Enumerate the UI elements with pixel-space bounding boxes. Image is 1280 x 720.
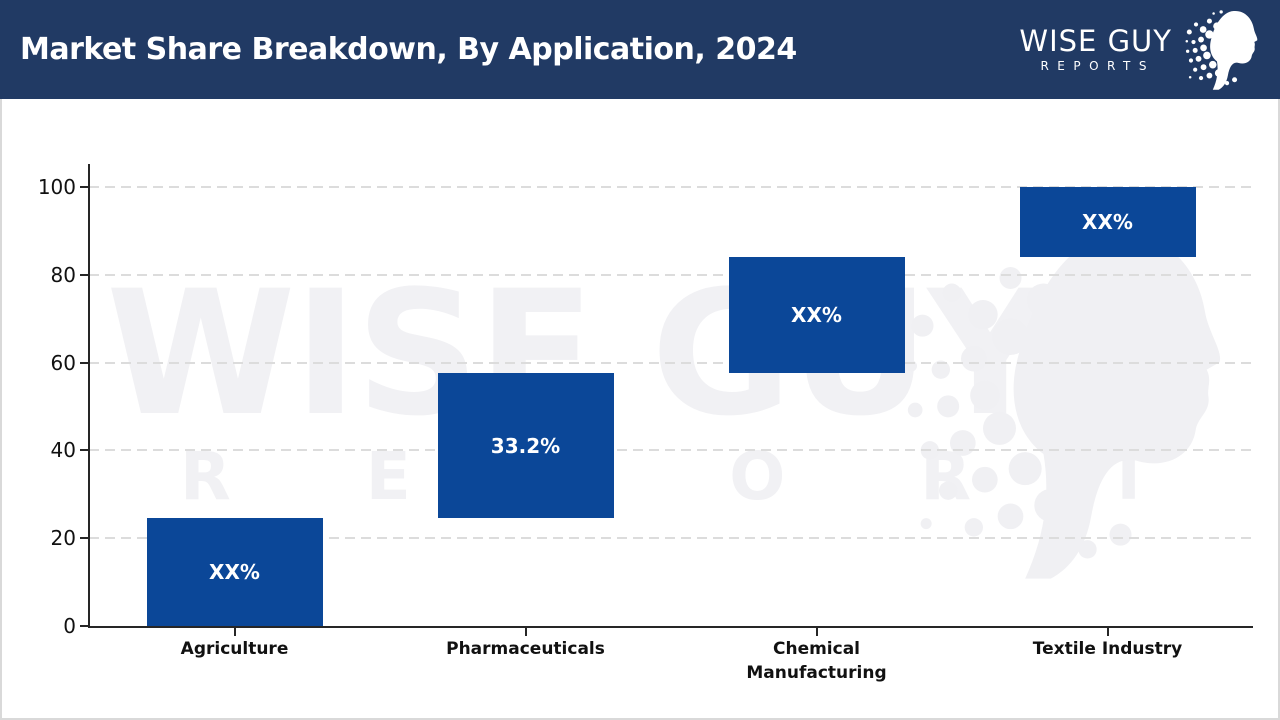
bar-value-label: XX% [791,302,842,327]
x-category-label: Agriculture [180,639,289,659]
header-bar: Market Share Breakdown, By Application, … [0,0,1280,99]
gridline-20 [89,537,1253,540]
y-tick-label: 20 [50,526,76,551]
bar: 33.2% [437,372,614,519]
wise-guy-reports-logo: WISE GUY REPORTS [1019,6,1270,94]
y-tick [80,361,88,364]
y-tick-label: 100 [37,175,76,199]
x-category-label: Pharmaceuticals [446,639,605,659]
chart-title: Market Share Breakdown, By Application, … [20,32,797,67]
gridline-60 [89,361,1253,364]
y-tick-label: 80 [50,262,76,287]
x-tick [815,628,818,636]
gridline-100 [89,186,1253,188]
bar: XX% [146,518,323,626]
face-profile-dots-icon [1185,9,1258,90]
x-tick [1106,628,1109,636]
bar-value-label: XX% [1082,210,1133,235]
logo-text: WISE GUY REPORTS [1019,24,1172,73]
gridline-80 [89,273,1253,276]
y-tick [80,449,88,452]
bar: XX% [1019,187,1196,258]
x-category-label: Chemical Manufacturing [746,639,887,683]
y-tick [80,186,88,188]
y-tick-label: 60 [50,350,76,375]
gridline-40 [89,449,1253,452]
bar-value-label: 33.2% [490,433,561,458]
x-category-label: Textile Industry [1032,639,1183,659]
watermark-face-icon [906,230,1221,579]
logo-subtitle: REPORTS [1040,59,1155,73]
x-tick [233,628,236,636]
y-tick [80,537,88,540]
y-tick-label: 0 [63,614,76,638]
y-tick [80,625,88,627]
bar: XX% [728,257,905,373]
y-tick [80,273,88,276]
bar-value-label: XX% [209,560,260,585]
x-tick [524,628,527,636]
y-tick-label: 40 [50,438,76,463]
logo-wordmark: WISE GUY [1019,24,1172,58]
y-axis-line [88,164,90,628]
x-axis-line [88,626,1253,628]
